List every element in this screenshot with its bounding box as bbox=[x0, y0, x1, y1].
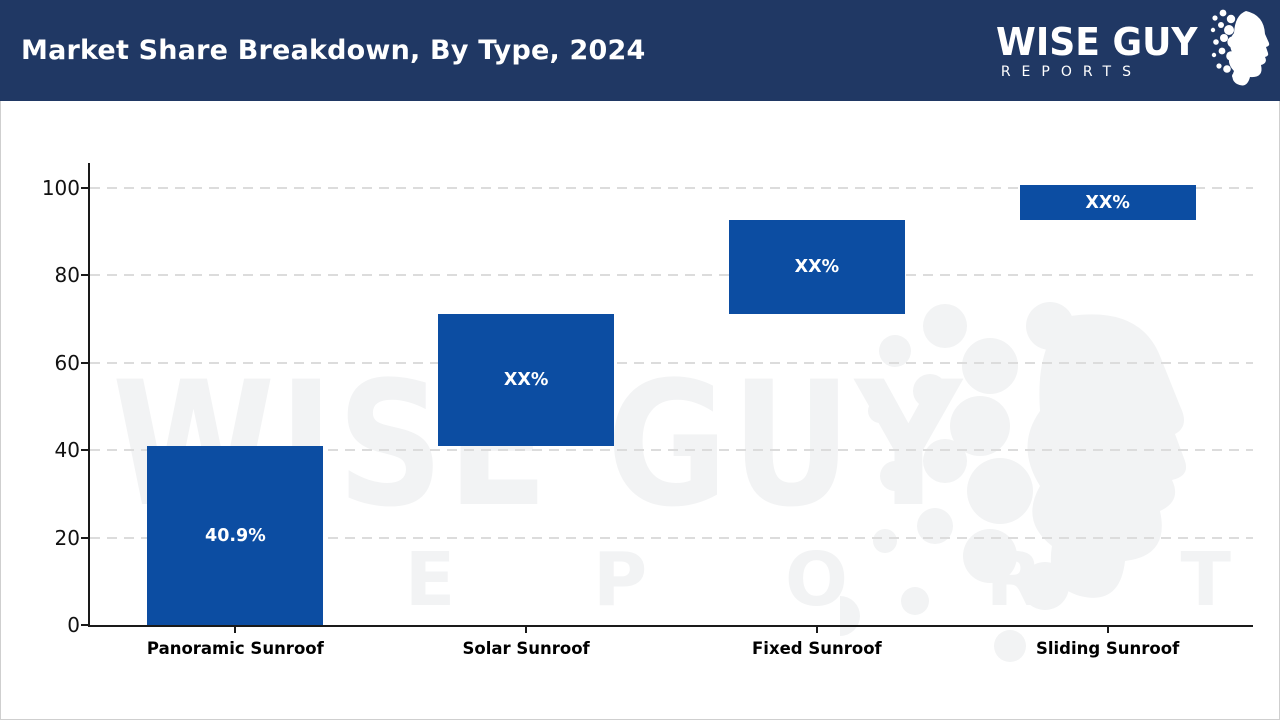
y-gridline bbox=[90, 274, 1253, 276]
y-tick-label: 80 bbox=[54, 263, 80, 287]
bar-value-label: XX% bbox=[1085, 192, 1130, 213]
y-gridline bbox=[90, 361, 1253, 364]
bar-panoramic-sunroof bbox=[147, 446, 324, 625]
bar-value-label: XX% bbox=[503, 369, 549, 390]
watermark-text-line2: R E P O R T S bbox=[210, 537, 1280, 623]
x-category-label: Panoramic Sunroof bbox=[146, 639, 324, 658]
y-tick-label: 20 bbox=[54, 525, 80, 550]
brand-logo: WISE GUY REPORTS bbox=[996, 8, 1270, 94]
x-tick-mark bbox=[815, 625, 818, 633]
chart-area: WISE GUY R E P O R T S 02040608010040.9%… bbox=[0, 101, 1280, 716]
y-tick-mark bbox=[81, 274, 89, 276]
y-axis-line bbox=[88, 163, 90, 627]
x-category-label: Solar Sunroof bbox=[462, 639, 590, 658]
x-tick-mark bbox=[525, 625, 528, 633]
y-tick-label: 60 bbox=[54, 350, 80, 375]
page-title: Market Share Breakdown, By Type, 2024 bbox=[21, 35, 646, 66]
y-tick-mark bbox=[81, 186, 89, 189]
y-gridline bbox=[90, 449, 1253, 451]
y-tick-label: 100 bbox=[41, 175, 80, 200]
x-category-label: Sliding Sunroof bbox=[1035, 639, 1180, 658]
y-tick-mark bbox=[81, 449, 89, 451]
watermark-face-icon bbox=[840, 302, 1187, 662]
logo-face-icon bbox=[1210, 9, 1270, 86]
x-category-label: Fixed Sunroof bbox=[752, 639, 882, 658]
y-tick-mark bbox=[81, 536, 89, 539]
bar-sliding-sunroof bbox=[1019, 185, 1196, 221]
x-axis-line bbox=[88, 625, 1253, 627]
brand-name: WISE GUY bbox=[995, 20, 1198, 64]
y-tick-label: 0 bbox=[67, 613, 80, 637]
brand-logo-text: WISE GUY REPORTS bbox=[996, 23, 1208, 79]
header-banner: Market Share Breakdown, By Type, 2024 WI… bbox=[0, 0, 1280, 101]
bar-fixed-sunroof bbox=[728, 220, 905, 314]
y-gridline bbox=[90, 536, 1253, 539]
x-tick-mark bbox=[234, 625, 237, 633]
y-tick-mark bbox=[81, 361, 89, 364]
brand-subtitle: REPORTS bbox=[1000, 64, 1142, 80]
y-tick-mark bbox=[81, 624, 89, 626]
bar-value-label: 40.9% bbox=[205, 525, 266, 546]
bar-value-label: XX% bbox=[794, 256, 840, 277]
bar-solar-sunroof bbox=[438, 313, 615, 447]
y-tick-label: 40 bbox=[54, 438, 80, 462]
x-tick-mark bbox=[1106, 625, 1109, 633]
y-gridline bbox=[90, 186, 1253, 189]
